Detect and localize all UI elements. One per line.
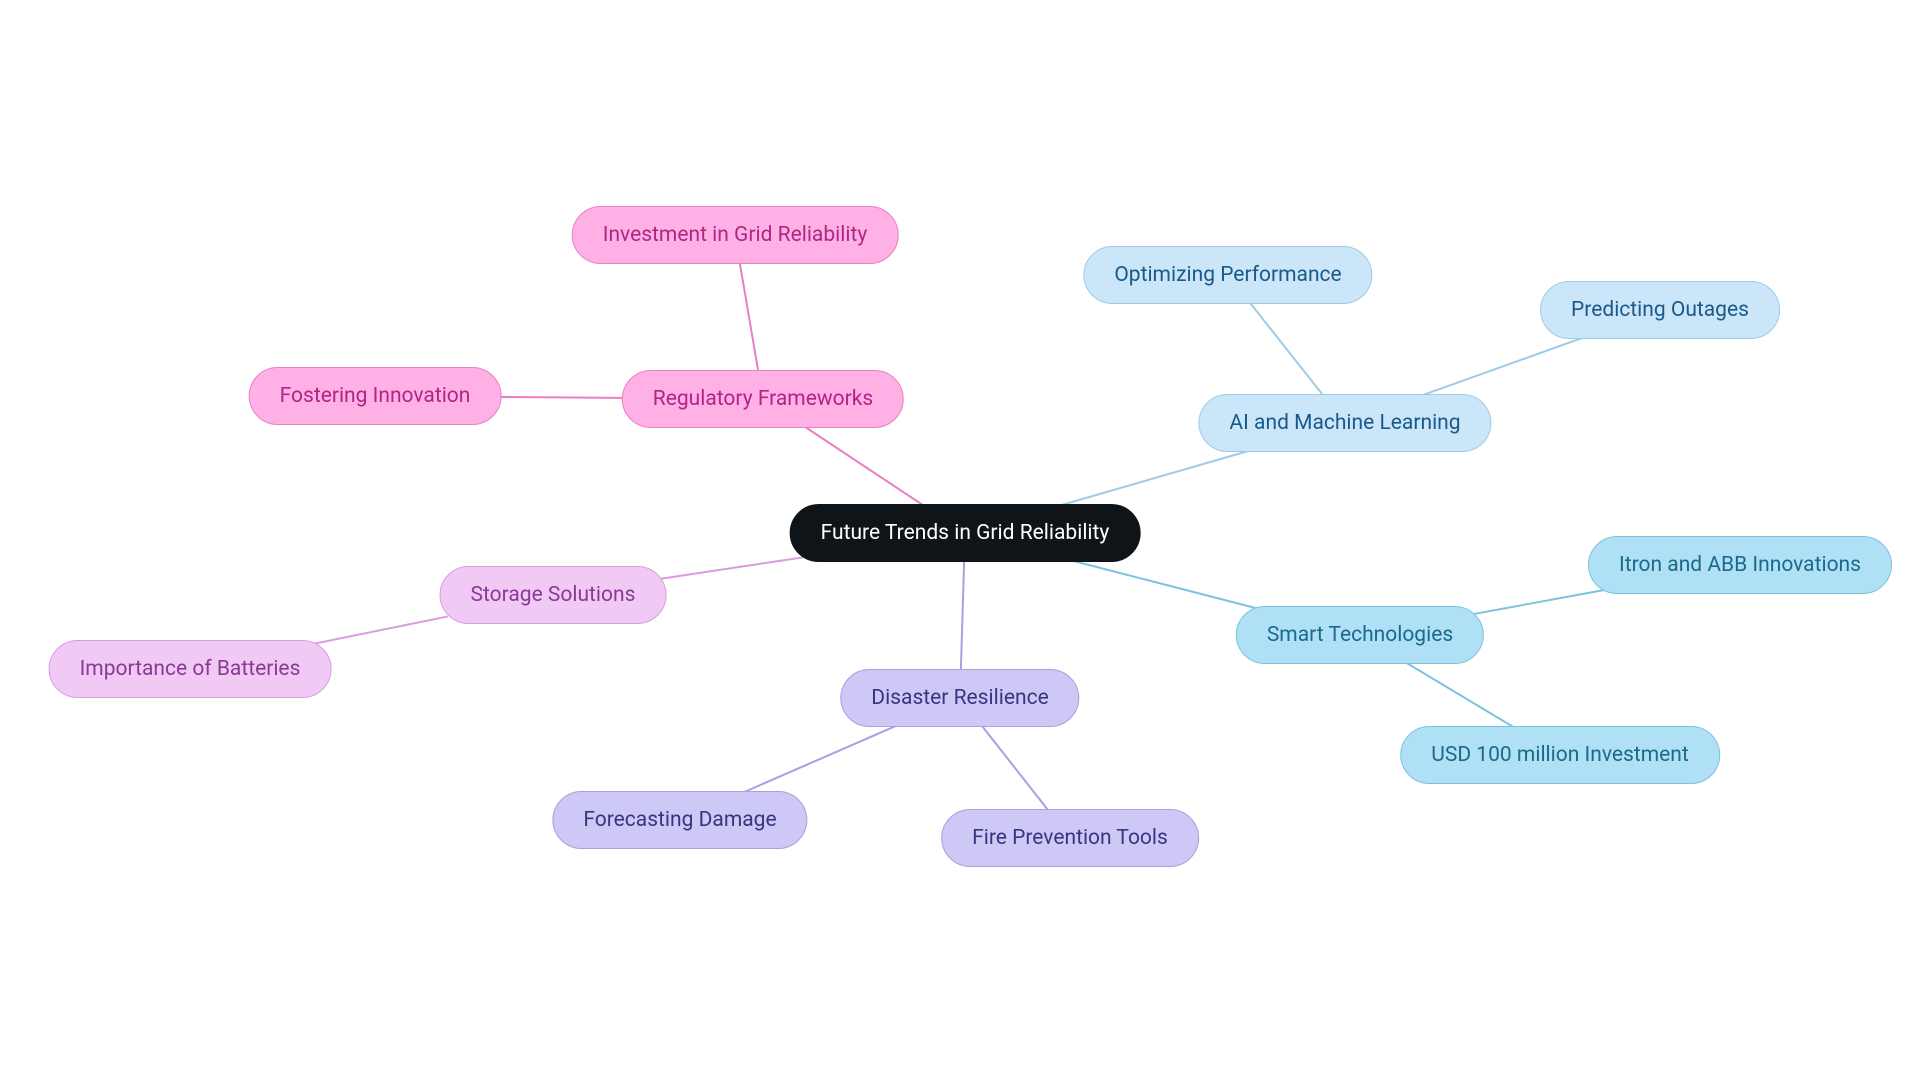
node-ai_opt: Optimizing Performance: [1083, 246, 1372, 304]
node-reg_inv: Investment in Grid Reliability: [572, 206, 899, 264]
edge: [310, 616, 448, 644]
edge: [1413, 334, 1592, 398]
node-root: Future Trends in Grid Reliability: [790, 504, 1141, 562]
node-smart_inv: USD 100 million Investment: [1400, 726, 1720, 784]
edge: [961, 557, 965, 673]
edge: [1049, 447, 1261, 508]
edge: [736, 722, 904, 795]
edge: [496, 397, 636, 398]
node-reg: Regulatory Frameworks: [622, 370, 904, 428]
node-dis_forecast: Forecasting Damage: [552, 791, 807, 849]
mindmap-canvas: Future Trends in Grid Reliability AI and …: [0, 0, 1920, 1083]
edge: [1247, 299, 1325, 398]
node-dis_fire: Fire Prevention Tools: [941, 809, 1199, 867]
edge: [1470, 589, 1607, 614]
node-storage: Storage Solutions: [440, 566, 667, 624]
edge: [739, 259, 759, 374]
node-ai: AI and Machine Learning: [1198, 394, 1491, 452]
node-reg_fost: Fostering Innovation: [249, 367, 502, 425]
edge: [1401, 659, 1520, 730]
edge: [800, 423, 928, 508]
node-smart_itron: Itron and ABB Innovations: [1588, 536, 1892, 594]
edge: [659, 557, 803, 579]
edge: [1059, 557, 1265, 610]
node-disaster: Disaster Resilience: [840, 669, 1079, 727]
node-ai_pred: Predicting Outages: [1540, 281, 1780, 339]
edge: [979, 722, 1051, 813]
node-smart: Smart Technologies: [1236, 606, 1484, 664]
node-stor_bat: Importance of Batteries: [49, 640, 332, 698]
